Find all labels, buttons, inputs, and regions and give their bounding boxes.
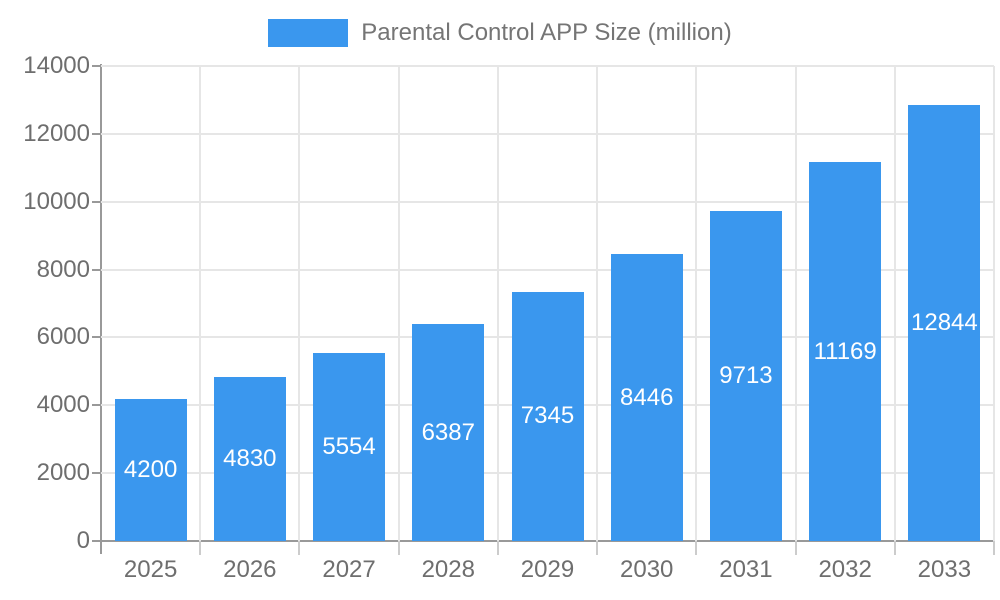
bar[interactable]: 12844 — [908, 105, 981, 541]
x-axis-boundary-tick — [695, 541, 698, 555]
bar[interactable]: 9713 — [709, 211, 782, 541]
y-axis-tick — [92, 540, 101, 542]
y-axis-tick — [92, 268, 101, 271]
bar-value-label: 9713 — [719, 362, 773, 390]
gridline-horizontal — [101, 200, 994, 203]
gridline-vertical — [596, 66, 599, 541]
x-axis-boundary-tick — [794, 541, 797, 555]
y-axis-tick-label: 12000 — [23, 119, 90, 147]
gridline-vertical — [298, 66, 301, 541]
x-axis-tick-label: 2028 — [421, 556, 475, 583]
y-axis-tick-label: 4000 — [36, 391, 90, 419]
y-axis-tick-label: 10000 — [23, 187, 90, 215]
bar-value-label: 5554 — [322, 432, 376, 460]
bar[interactable]: 8446 — [610, 254, 683, 541]
bar-value-label: 4830 — [223, 445, 277, 473]
x-axis-tick-label: 2029 — [520, 556, 575, 583]
x-axis-line — [100, 540, 994, 542]
gridline-vertical — [496, 66, 499, 541]
bar-value-label: 11169 — [813, 337, 877, 365]
plot-area: 4200 4830 5554 6387 7345 8446 9713 11169 12844 — [101, 65, 995, 541]
y-axis-tick — [92, 404, 101, 407]
x-axis-boundary-tick — [496, 541, 499, 555]
x-axis-tick-label: 2026 — [223, 556, 277, 583]
bar-value-label: 12844 — [911, 309, 978, 337]
x-axis-boundary-tick — [298, 541, 301, 555]
bar[interactable]: 5554 — [313, 352, 386, 541]
y-axis-tick — [92, 200, 101, 203]
gridline-vertical — [993, 66, 995, 541]
gridline-horizontal — [101, 132, 994, 135]
bar-value-label: 7345 — [520, 402, 575, 430]
x-axis-tick-label: 2027 — [322, 556, 376, 583]
bar[interactable]: 6387 — [412, 324, 485, 541]
gridline-vertical — [695, 66, 698, 541]
bar-value-label: 8446 — [620, 383, 674, 411]
x-axis-boundary-tick — [596, 541, 599, 555]
y-axis-tick-label: 8000 — [36, 255, 90, 283]
bar-value-label: 6387 — [421, 418, 475, 446]
x-axis-boundary-tick — [893, 541, 896, 555]
x-axis-boundary-tick — [993, 541, 995, 555]
y-axis-tick-label: 14000 — [23, 52, 90, 79]
y-axis-tick — [92, 132, 101, 135]
x-axis-tick-label: 2031 — [719, 556, 773, 583]
gridline-vertical — [794, 66, 797, 541]
bar[interactable]: 4830 — [213, 377, 286, 541]
bar[interactable]: 4200 — [114, 398, 187, 541]
x-axis-tick-label: 2030 — [620, 556, 674, 583]
legend-label: Parental Control APP Size (million) — [361, 19, 732, 46]
gridline-vertical — [893, 66, 896, 541]
bar[interactable]: 11169 — [809, 162, 882, 541]
x-axis-tick-label: 2025 — [123, 556, 178, 583]
y-axis-tick-label: 6000 — [36, 323, 90, 351]
y-axis-tick-label: 0 — [76, 527, 90, 554]
x-axis-boundary-tick — [397, 541, 400, 555]
bar-value-label: 4200 — [123, 455, 178, 483]
y-axis-tick — [92, 336, 101, 339]
gridline-vertical — [199, 66, 202, 541]
x-axis-tick-label: 2033 — [917, 556, 972, 583]
y-axis-line — [100, 64, 102, 554]
bar[interactable]: 7345 — [511, 291, 584, 541]
gridline-horizontal — [101, 268, 994, 271]
gridline-horizontal — [101, 65, 994, 67]
legend-color-swatch-icon — [268, 19, 349, 47]
x-axis-boundary-tick — [199, 541, 202, 555]
x-axis-tick-label: 2032 — [818, 556, 872, 583]
y-axis-tick-label: 2000 — [36, 459, 90, 487]
gridline-vertical — [397, 66, 400, 541]
y-axis-tick — [92, 65, 101, 67]
legend-item[interactable]: Parental Control APP Size (million) — [0, 19, 1000, 47]
y-axis-tick — [92, 472, 101, 475]
